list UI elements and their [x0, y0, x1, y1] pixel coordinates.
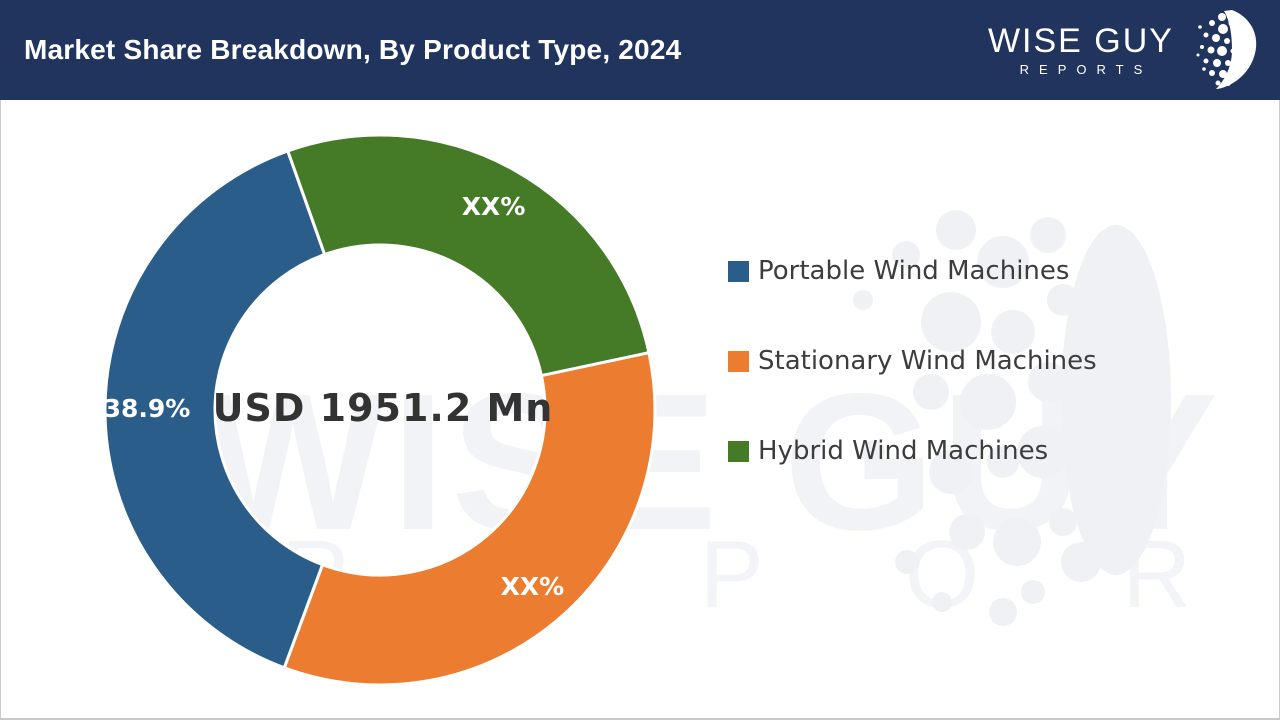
- legend-label: Stationary Wind Machines: [758, 346, 1097, 376]
- donut-slice-hybrid-wind-machines: [286, 133, 651, 378]
- logo-subtitle: REPORTS: [1019, 62, 1153, 77]
- legend-swatch-hybrid-icon: [728, 440, 749, 462]
- slice-value-label: 38.9%: [104, 394, 191, 423]
- logo-wordmark: WISE GUY REPORTS: [988, 23, 1174, 77]
- wise-guy-logo: WISE GUY REPORTS: [988, 7, 1262, 93]
- donut-slice-stationary-wind-machines: [282, 351, 657, 687]
- donut-slice-portable-wind-machines: [103, 149, 327, 670]
- slice-value-label: XX%: [501, 572, 565, 601]
- legend-swatch-portable-icon: [728, 260, 749, 282]
- page-title: Market Share Breakdown, By Product Type,…: [24, 34, 682, 65]
- legend-item-stationary-wind-machines: Stationary Wind Machines: [728, 336, 1097, 386]
- legend-item-portable-wind-machines: Portable Wind Machines: [728, 246, 1097, 296]
- legend-label: Hybrid Wind Machines: [758, 436, 1049, 466]
- logo-title: WISE GUY: [987, 22, 1174, 60]
- legend-label: Portable Wind Machines: [758, 256, 1070, 286]
- header-bar: Market Share Breakdown, By Product Type,…: [0, 0, 1280, 100]
- legend-swatch-stationary-icon: [728, 350, 749, 372]
- slice-value-label: XX%: [462, 192, 526, 221]
- chart-legend: Portable Wind Machines Stationary Wind M…: [728, 246, 1097, 516]
- donut-center-value: USD 1951.2 Mn: [212, 386, 554, 430]
- legend-item-hybrid-wind-machines: Hybrid Wind Machines: [728, 426, 1097, 476]
- logo-face-dots-icon: [1196, 10, 1257, 89]
